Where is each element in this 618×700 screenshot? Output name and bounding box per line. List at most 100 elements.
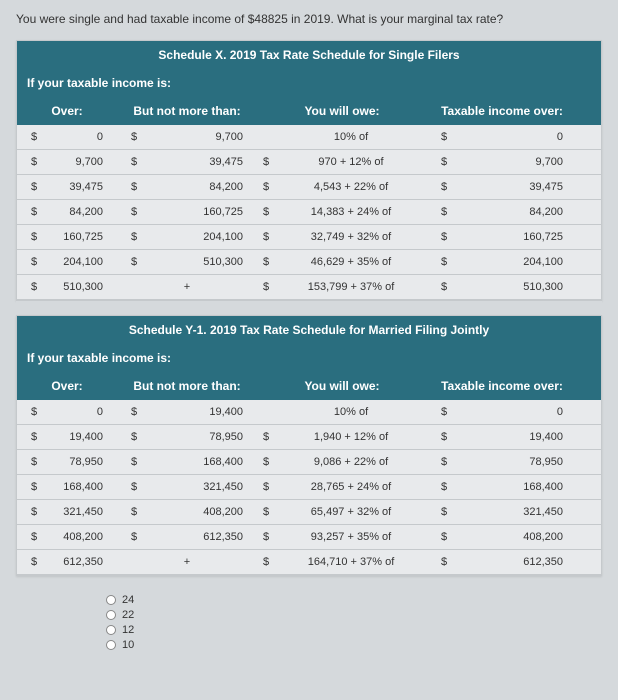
cell-not-more: $168,400: [117, 450, 257, 474]
table-row: $9,700$39,475$970 + 12% of$9,700: [17, 150, 601, 175]
answer-options: 24 22 12 10: [106, 594, 602, 651]
cell-tax-over: $408,200: [427, 525, 577, 549]
cell-tax-over: $9,700: [427, 150, 577, 174]
owe-value: 153,799 + 37% of: [281, 281, 421, 293]
cell-tax-over: $168,400: [427, 475, 577, 499]
cell-tax-over: $39,475: [427, 175, 577, 199]
table-row: $408,200$612,350$93,257 + 35% of$408,200: [17, 525, 601, 550]
owe-value: 970 + 12% of: [281, 156, 421, 168]
tax-over-value: 321,450: [447, 506, 563, 518]
not-more-value: 78,950: [137, 431, 243, 443]
not-more-value: 160,725: [137, 206, 243, 218]
not-more-value: 321,450: [137, 481, 243, 493]
header-owe: You will owe:: [257, 372, 427, 400]
radio-icon: [106, 625, 116, 635]
cell-over: $39,475: [17, 175, 117, 199]
tax-over-value: 9,700: [447, 156, 563, 168]
answer-option[interactable]: 10: [106, 639, 602, 651]
cell-over: $510,300: [17, 275, 117, 299]
cell-over: $0: [17, 400, 117, 424]
dollar-sign: $: [263, 431, 281, 443]
cell-owe: $65,497 + 32% of: [257, 500, 427, 524]
cell-not-more: $408,200: [117, 500, 257, 524]
cell-not-more: $78,950: [117, 425, 257, 449]
table-row: $39,475$84,200$4,543 + 22% of$39,475: [17, 175, 601, 200]
tax-over-value: 204,100: [447, 256, 563, 268]
over-value: 321,450: [37, 506, 103, 518]
table-row: $19,400$78,950$1,940 + 12% of$19,400: [17, 425, 601, 450]
not-more-value: 510,300: [137, 256, 243, 268]
owe-value: 28,765 + 24% of: [281, 481, 421, 493]
over-value: 408,200: [37, 531, 103, 543]
cell-not-more: $19,400: [117, 400, 257, 424]
answer-label: 10: [122, 639, 134, 651]
header-owe: You will owe:: [257, 97, 427, 125]
gap: [16, 301, 602, 315]
radio-icon: [106, 640, 116, 650]
cell-tax-over: $160,725: [427, 225, 577, 249]
not-more-value: 204,100: [137, 231, 243, 243]
radio-icon: [106, 610, 116, 620]
owe-value: 65,497 + 32% of: [281, 506, 421, 518]
answer-option[interactable]: 24: [106, 594, 602, 606]
owe-value: 93,257 + 35% of: [281, 531, 421, 543]
dollar-sign: $: [263, 531, 281, 543]
answer-option[interactable]: 12: [106, 624, 602, 636]
schedule-y-body: $0$19,40010% of$0$19,400$78,950$1,940 + …: [17, 400, 601, 575]
cell-over: $408,200: [17, 525, 117, 549]
table-row: $78,950$168,400$9,086 + 22% of$78,950: [17, 450, 601, 475]
answer-label: 12: [122, 624, 134, 636]
owe-value: 9,086 + 22% of: [281, 456, 421, 468]
cell-not-more: $9,700: [117, 125, 257, 149]
tax-over-value: 408,200: [447, 531, 563, 543]
table-row: $168,400$321,450$28,765 + 24% of$168,400: [17, 475, 601, 500]
over-value: 84,200: [37, 206, 103, 218]
owe-value: 4,543 + 22% of: [281, 181, 421, 193]
answer-option[interactable]: 22: [106, 609, 602, 621]
schedule-x-if-label: If your taxable income is:: [17, 69, 601, 97]
dollar-sign: $: [263, 181, 281, 193]
dollar-sign: $: [263, 556, 281, 568]
not-more-value: 84,200: [137, 181, 243, 193]
dollar-sign: $: [263, 481, 281, 493]
tax-over-value: 0: [447, 406, 563, 418]
cell-not-more: $612,350: [117, 525, 257, 549]
owe-value: 46,629 + 35% of: [281, 256, 421, 268]
cell-owe: $153,799 + 37% of: [257, 275, 427, 299]
schedule-y-if-label: If your taxable income is:: [17, 344, 601, 372]
cell-tax-over: $84,200: [427, 200, 577, 224]
cell-over: $204,100: [17, 250, 117, 274]
table-row: $612,350+$164,710 + 37% of$612,350: [17, 550, 601, 575]
cell-not-more: $204,100: [117, 225, 257, 249]
over-value: 204,100: [37, 256, 103, 268]
cell-not-more: $160,725: [117, 200, 257, 224]
header-over: Over:: [17, 97, 117, 125]
cell-tax-over: $510,300: [427, 275, 577, 299]
dollar-sign: $: [263, 231, 281, 243]
owe-value: 164,710 + 37% of: [281, 556, 421, 568]
cell-owe: 10% of: [257, 125, 427, 149]
cell-not-more: +: [117, 275, 257, 299]
table-row: $0$19,40010% of$0: [17, 400, 601, 425]
header-over: Over:: [17, 372, 117, 400]
over-value: 78,950: [37, 456, 103, 468]
table-row: $84,200$160,725$14,383 + 24% of$84,200: [17, 200, 601, 225]
cell-owe: $4,543 + 22% of: [257, 175, 427, 199]
schedule-y-header-row: Over: But not more than: You will owe: T…: [17, 372, 601, 400]
over-value: 612,350: [37, 556, 103, 568]
cell-tax-over: $0: [427, 400, 577, 424]
table-row: $510,300+$153,799 + 37% of$510,300: [17, 275, 601, 300]
dollar-sign: $: [263, 456, 281, 468]
cell-owe: $14,383 + 24% of: [257, 200, 427, 224]
over-value: 39,475: [37, 181, 103, 193]
cell-tax-over: $612,350: [427, 550, 577, 574]
table-row: $160,725$204,100$32,749 + 32% of$160,725: [17, 225, 601, 250]
not-more-value: +: [131, 556, 243, 568]
not-more-value: 168,400: [137, 456, 243, 468]
cell-tax-over: $204,100: [427, 250, 577, 274]
cell-owe: $9,086 + 22% of: [257, 450, 427, 474]
cell-over: $321,450: [17, 500, 117, 524]
owe-value: 1,940 + 12% of: [281, 431, 421, 443]
cell-tax-over: $19,400: [427, 425, 577, 449]
cell-over: $168,400: [17, 475, 117, 499]
